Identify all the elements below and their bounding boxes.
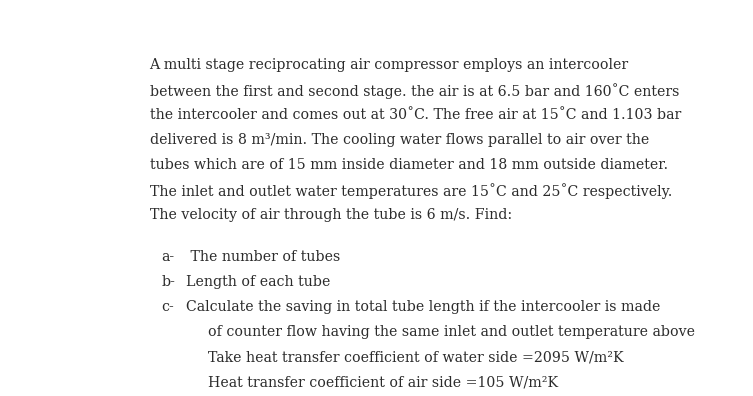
Text: between the first and second stage. the air is at 6.5 bar and 160˚C enters: between the first and second stage. the … xyxy=(150,83,679,99)
Text: c-: c- xyxy=(161,300,174,314)
Text: A multi stage reciprocating air compressor employs an intercooler: A multi stage reciprocating air compress… xyxy=(150,58,629,72)
Text: The velocity of air through the tube is 6 m/s. Find:: The velocity of air through the tube is … xyxy=(150,208,512,222)
Text: a-: a- xyxy=(161,250,175,264)
Text: The number of tubes: The number of tubes xyxy=(186,250,340,264)
Text: Take heat transfer coefficient of water side =2095 W/m²K: Take heat transfer coefficient of water … xyxy=(208,350,623,364)
Text: of counter flow having the same inlet and outlet temperature above: of counter flow having the same inlet an… xyxy=(208,325,695,339)
Text: The inlet and outlet water temperatures are 15˚C and 25˚C respectively.: The inlet and outlet water temperatures … xyxy=(150,183,672,199)
Text: delivered is 8 m³/min. The cooling water flows parallel to air over the: delivered is 8 m³/min. The cooling water… xyxy=(150,133,649,147)
Text: b-: b- xyxy=(161,275,175,289)
Text: Heat transfer coefficient of air side =105 W/m²K: Heat transfer coefficient of air side =1… xyxy=(208,375,558,389)
Text: the intercooler and comes out at 30˚C. The free air at 15˚C and 1.103 bar: the intercooler and comes out at 30˚C. T… xyxy=(150,108,681,122)
Text: tubes which are of 15 mm inside diameter and 18 mm outside diameter.: tubes which are of 15 mm inside diameter… xyxy=(150,158,668,172)
Text: Length of each tube: Length of each tube xyxy=(186,275,331,289)
Text: Calculate the saving in total tube length if the intercooler is made: Calculate the saving in total tube lengt… xyxy=(186,300,660,314)
